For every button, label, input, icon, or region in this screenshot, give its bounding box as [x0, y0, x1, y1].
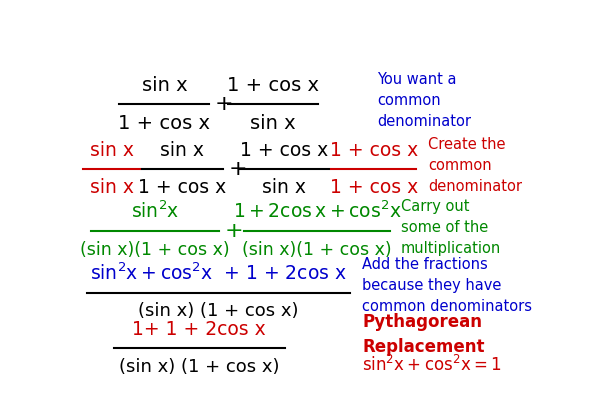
- Text: sin x: sin x: [250, 113, 296, 133]
- Text: sin x: sin x: [160, 141, 204, 160]
- Text: (sin x)(1 + cos x): (sin x)(1 + cos x): [80, 241, 230, 259]
- Text: +: +: [215, 94, 234, 114]
- Text: 1+ 1 + 2cos x: 1+ 1 + 2cos x: [132, 320, 266, 339]
- Text: (sin x) (1 + cos x): (sin x) (1 + cos x): [119, 357, 279, 375]
- Text: sin x: sin x: [262, 178, 306, 197]
- Text: Carry out
some of the
multiplication: Carry out some of the multiplication: [401, 199, 501, 256]
- Text: $\mathregular{sin^2 x}$: $\mathregular{sin^2 x}$: [131, 201, 179, 222]
- Text: sin x: sin x: [141, 76, 187, 95]
- Text: +: +: [229, 159, 247, 179]
- Text: $\mathregular{sin^2 x + cos^2 x = 1}$: $\mathregular{sin^2 x + cos^2 x = 1}$: [362, 355, 501, 375]
- Text: Create the
common
denominator: Create the common denominator: [428, 136, 522, 194]
- Text: sin x: sin x: [90, 141, 134, 160]
- Text: Pythagorean
Replacement: Pythagorean Replacement: [362, 313, 485, 356]
- Text: (sin x)(1 + cos x): (sin x)(1 + cos x): [242, 241, 392, 259]
- Text: 1 + cos x: 1 + cos x: [329, 178, 418, 197]
- Text: Add the fractions
because they have
common denominators: Add the fractions because they have comm…: [362, 257, 532, 314]
- Text: 1 + cos x: 1 + cos x: [240, 141, 329, 160]
- Text: sin x: sin x: [90, 178, 134, 197]
- Text: $\mathregular{1 + 2cos\,x + cos^2 x}$: $\mathregular{1 + 2cos\,x + cos^2 x}$: [233, 201, 402, 222]
- Text: You want a
common
denominator: You want a common denominator: [377, 72, 471, 129]
- Text: 1 + cos x: 1 + cos x: [119, 113, 210, 133]
- Text: 1 + cos x: 1 + cos x: [227, 76, 319, 95]
- Text: 1 + cos x: 1 + cos x: [138, 178, 226, 197]
- Text: 1 + cos x: 1 + cos x: [329, 141, 418, 160]
- Text: +: +: [225, 221, 243, 241]
- Text: (sin x) (1 + cos x): (sin x) (1 + cos x): [138, 302, 299, 320]
- Text: $\mathregular{sin^2 x + cos^2 x}$  + 1 + 2cos x: $\mathregular{sin^2 x + cos^2 x}$ + 1 + …: [90, 262, 347, 284]
